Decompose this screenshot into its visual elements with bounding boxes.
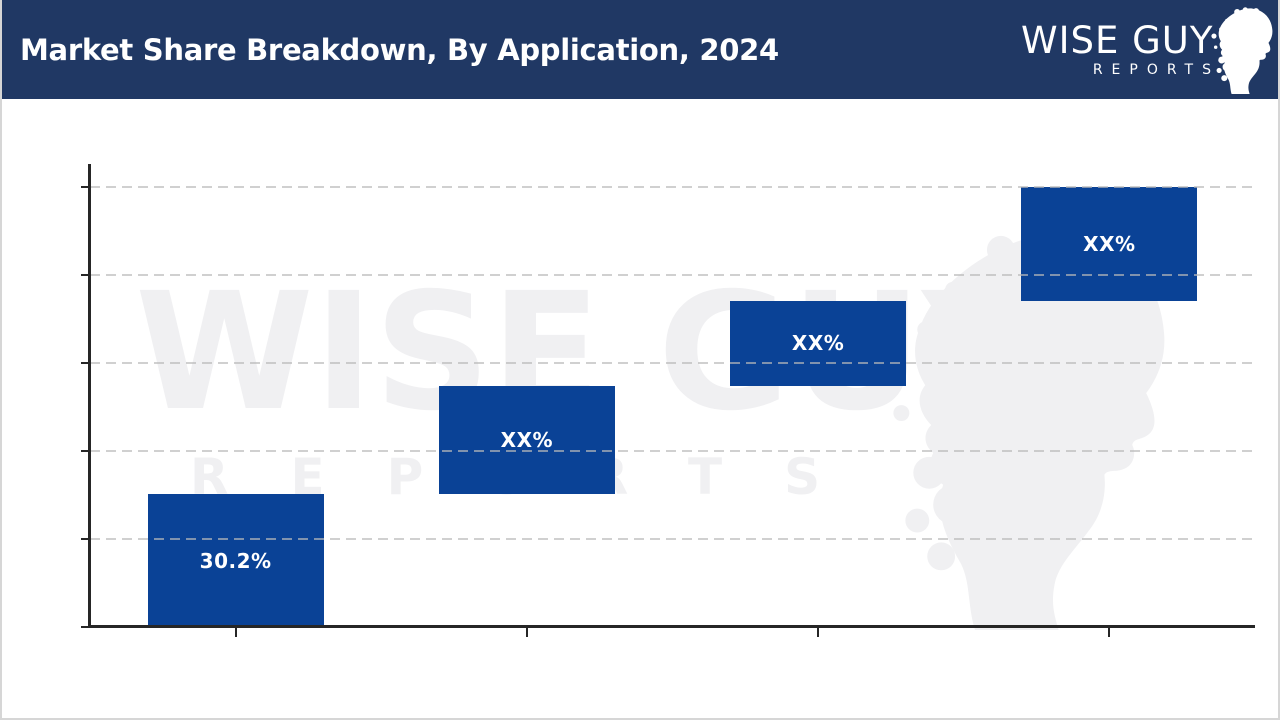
logo-name-text: WISE GUY — [1021, 19, 1214, 62]
gridline-80 — [90, 274, 1255, 276]
y-tick-0 — [81, 626, 90, 628]
bar-stain-removal: XX% — [730, 300, 907, 386]
bar-value-label: XX% — [1083, 231, 1136, 256]
y-tick-40 — [81, 450, 90, 452]
bar-value-label: XX% — [500, 427, 554, 452]
x-tick-1 — [525, 628, 528, 637]
watermark-face-logo — [881, 227, 1165, 630]
header-band: Market Share Breakdown, By Application, … — [2, 0, 1278, 99]
bar-floor-cleaning: 30.2% — [147, 494, 324, 627]
x-tick-3 — [1108, 628, 1111, 637]
gridline-100 — [90, 186, 1255, 188]
y-tick-80 — [81, 274, 90, 276]
bar-value-label: XX% — [791, 331, 845, 356]
logo-text-block: WISE GUY REPORTS — [1021, 19, 1214, 79]
y-tick-60 — [81, 362, 90, 364]
x-axis-line — [88, 625, 1255, 628]
logo-sub-text: REPORTS — [1092, 62, 1220, 78]
wise-guy-logo: WISE GUY REPORTS — [1021, 4, 1276, 96]
chart-title: Market Share Breakdown, By Application, … — [20, 32, 779, 67]
y-tick-20 — [81, 538, 90, 540]
bar-value-label: 30.2% — [199, 548, 272, 573]
gridline-20 — [90, 538, 1255, 540]
gridline-40 — [90, 450, 1255, 452]
gridline-60 — [90, 362, 1255, 364]
y-tick-100 — [81, 186, 90, 188]
logo-face-icon — [1211, 7, 1273, 94]
bar-surface-sanitization: XX% — [438, 385, 615, 495]
x-tick-0 — [234, 628, 237, 637]
x-tick-2 — [817, 628, 820, 637]
y-axis-line — [88, 164, 91, 628]
bar-disinfection: XX% — [1021, 187, 1198, 301]
